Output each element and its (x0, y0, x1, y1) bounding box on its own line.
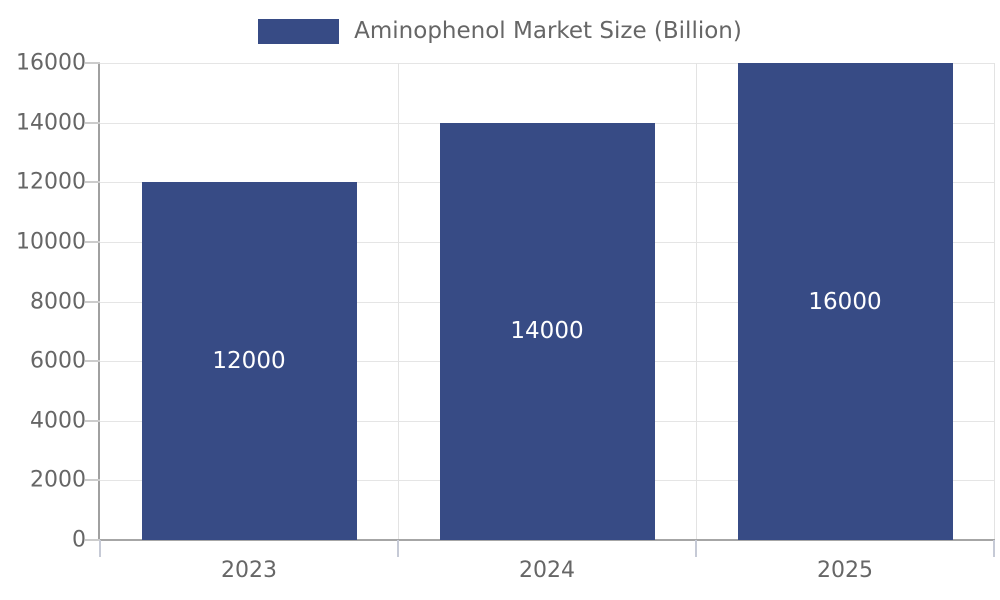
bar-2025[interactable] (738, 63, 953, 540)
bar-value-label: 12000 (212, 348, 286, 374)
y-tick (85, 122, 100, 124)
y-tick (85, 301, 100, 303)
plot-right-border (994, 63, 995, 540)
x-tick (993, 540, 995, 557)
bar-2024[interactable] (440, 123, 655, 540)
bar-value-label: 14000 (510, 318, 584, 344)
gridline-16000 (100, 63, 994, 64)
legend-swatch (258, 18, 340, 44)
y-tick (85, 539, 100, 541)
x-tick-label-2025: 2025 (817, 558, 873, 583)
bar-value-label: 16000 (808, 289, 882, 315)
legend[interactable]: Aminophenol Market Size (Billion) (0, 18, 1000, 44)
y-tick (85, 479, 100, 481)
category-boundary-gridline (398, 63, 399, 540)
y-tick-label: 2000 (30, 467, 86, 493)
legend-label: Aminophenol Market Size (Billion) (354, 18, 742, 44)
x-tick (99, 540, 101, 557)
y-tick-label: 8000 (30, 289, 86, 315)
y-tick (85, 420, 100, 422)
x-tick (397, 540, 399, 557)
y-tick-label: 10000 (16, 229, 86, 255)
category-boundary-gridline (696, 63, 697, 540)
y-tick-label: 4000 (30, 408, 86, 434)
x-tick-label-2023: 2023 (221, 558, 277, 583)
y-tick-label: 0 (72, 527, 86, 553)
y-tick-label: 6000 (30, 348, 86, 374)
y-tick-label: 14000 (16, 110, 86, 136)
y-tick-label: 12000 (16, 169, 86, 195)
x-tick-label-2024: 2024 (519, 558, 575, 583)
bar-2023[interactable] (142, 182, 357, 540)
y-tick (85, 62, 100, 64)
x-tick (695, 540, 697, 557)
y-tick (85, 181, 100, 183)
x-axis-line (98, 539, 995, 541)
y-tick (85, 241, 100, 243)
y-tick-label: 16000 (16, 50, 86, 76)
y-tick (85, 360, 100, 362)
